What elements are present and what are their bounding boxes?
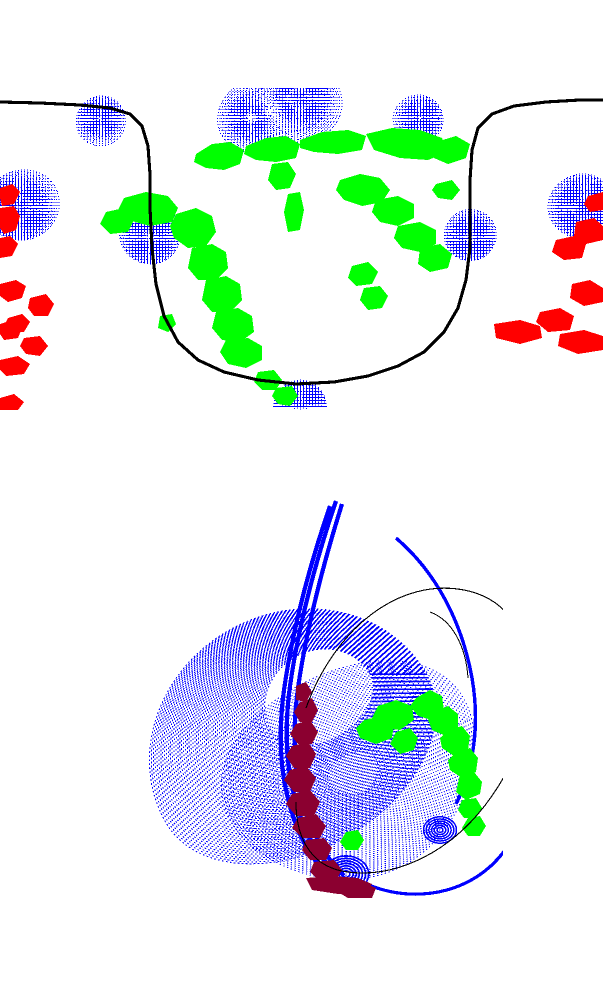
zero-level-contour bbox=[0, 98, 603, 386]
equirectangular-contour-map bbox=[0, 88, 603, 410]
negative-region-fill bbox=[0, 184, 603, 410]
zero-level-contour-3d bbox=[295, 587, 503, 874]
three-dimensional-torus-projection bbox=[100, 480, 503, 997]
negative-region-3d bbox=[284, 682, 376, 898]
masked-land-region bbox=[100, 128, 470, 406]
masked-land-region-3d bbox=[340, 690, 486, 850]
